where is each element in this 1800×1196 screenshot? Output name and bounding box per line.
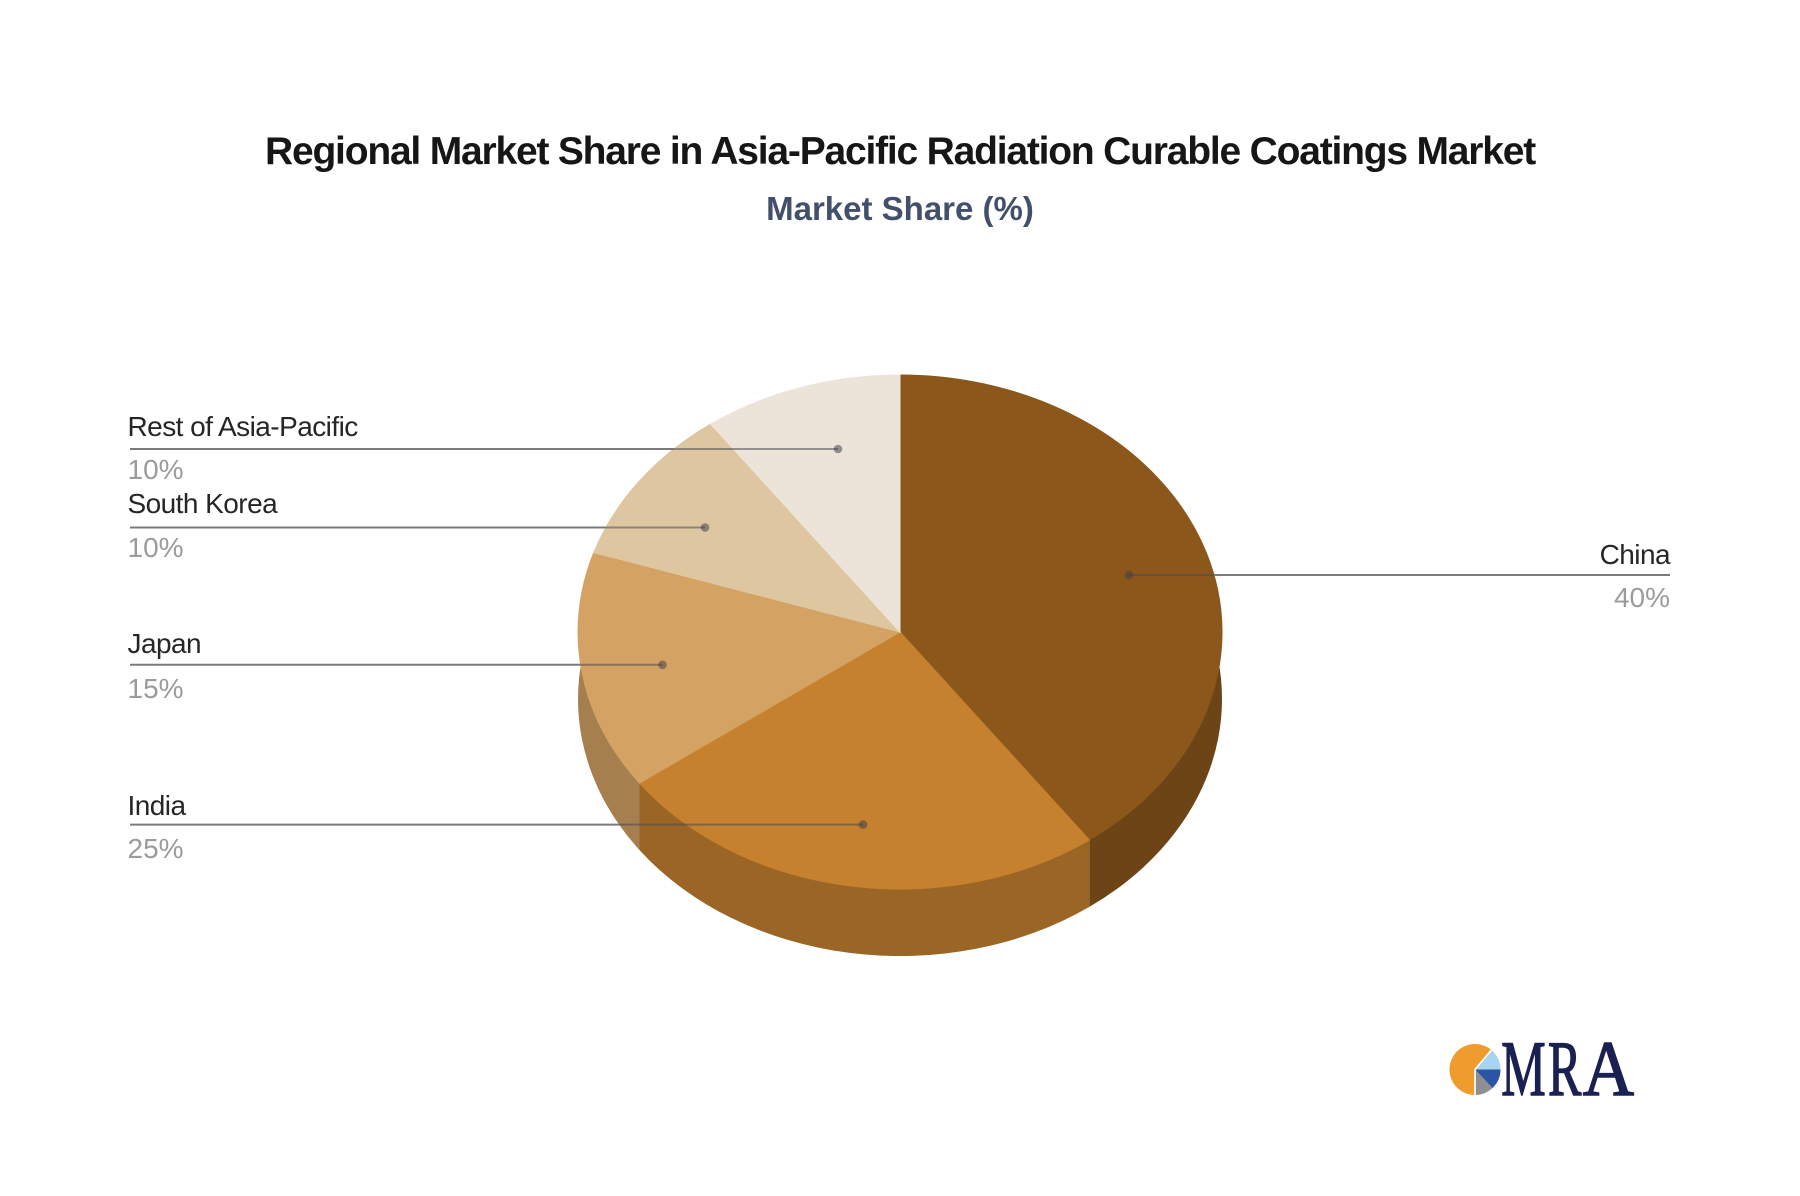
svg-text:M: M [1501,1026,1545,1113]
svg-text:R: R [1548,1026,1581,1113]
svg-text:A: A [1583,1026,1634,1113]
